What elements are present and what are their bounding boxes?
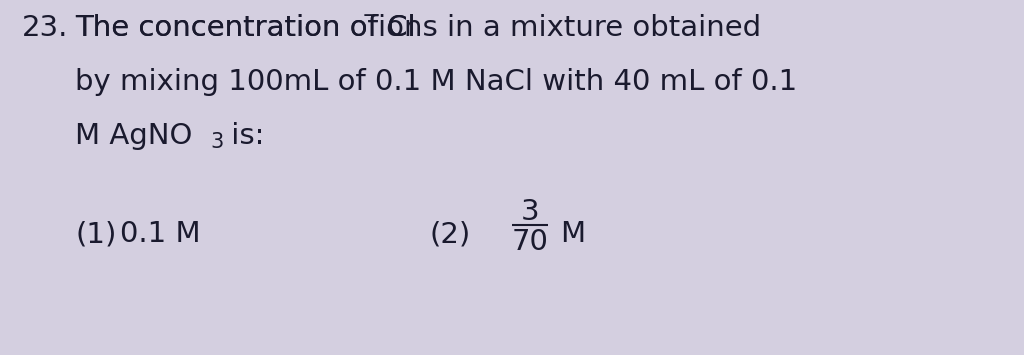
Text: −: − xyxy=(362,6,381,26)
Text: 3: 3 xyxy=(520,198,540,226)
Text: The concentration of Cl: The concentration of Cl xyxy=(75,14,416,42)
Text: is:: is: xyxy=(222,122,264,150)
Text: 23.: 23. xyxy=(22,14,69,42)
Text: M: M xyxy=(560,220,585,248)
Text: by mixing 100mL of 0.1 M NaCl with 40 mL of 0.1: by mixing 100mL of 0.1 M NaCl with 40 mL… xyxy=(75,68,798,96)
Text: 70: 70 xyxy=(512,228,549,256)
Text: The concentration of Cl: The concentration of Cl xyxy=(75,14,416,42)
Text: 0.1 M: 0.1 M xyxy=(120,220,201,248)
Text: (1): (1) xyxy=(75,220,117,248)
Text: M AgNO: M AgNO xyxy=(75,122,193,150)
Text: 3: 3 xyxy=(210,132,223,152)
Text: ions in a mixture obtained: ions in a mixture obtained xyxy=(378,14,761,42)
Text: (2): (2) xyxy=(430,220,471,248)
